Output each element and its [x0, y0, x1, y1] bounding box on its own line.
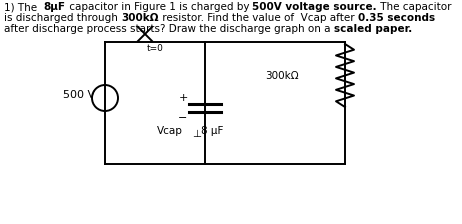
Text: capacitor in Figure 1 is charged by: capacitor in Figure 1 is charged by	[66, 2, 252, 12]
Text: −: −	[178, 113, 188, 123]
Text: t=0: t=0	[147, 44, 164, 53]
Text: resistor. Find the value of  Vcap after: resistor. Find the value of Vcap after	[158, 13, 358, 23]
Text: after discharge process starts? Draw the discharge graph on a: after discharge process starts? Draw the…	[4, 24, 334, 34]
Text: 300kΩ: 300kΩ	[265, 71, 298, 80]
Text: ⊤: ⊤	[192, 126, 201, 136]
Text: 8μF: 8μF	[43, 2, 66, 12]
Text: 1) The: 1) The	[4, 2, 43, 12]
Text: 0.35 seconds: 0.35 seconds	[358, 13, 435, 23]
Text: 500V voltage source.: 500V voltage source.	[252, 2, 377, 12]
Text: Vcap: Vcap	[157, 126, 183, 136]
Text: 300kΩ: 300kΩ	[121, 13, 158, 23]
Text: The capacitor: The capacitor	[377, 2, 451, 12]
Text: is discharged through: is discharged through	[4, 13, 121, 23]
Text: 8 μF: 8 μF	[201, 126, 223, 136]
Text: +: +	[178, 93, 188, 103]
Text: scaled paper.: scaled paper.	[334, 24, 412, 34]
Text: 500 V: 500 V	[63, 90, 95, 100]
